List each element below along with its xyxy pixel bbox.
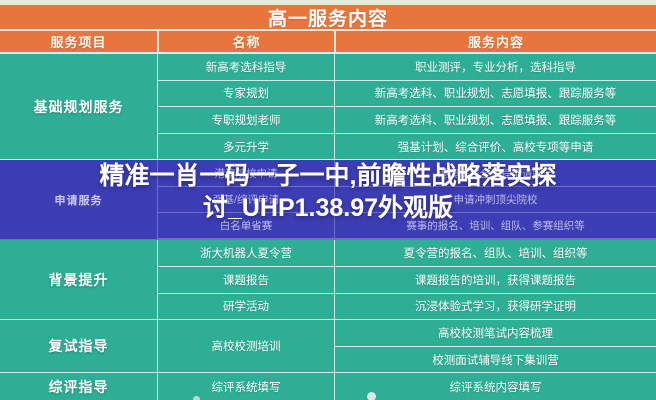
row-name-cell: 多元升学 <box>223 141 269 154</box>
table-row: 多元升学 强基计划、综合评价、高校专项等申请 <box>158 133 656 160</box>
row-description-cell: 校测面试辅导线下集训营 <box>432 354 559 367</box>
row-name-cell: 港澳院校申请 <box>214 167 278 180</box>
group-category-cell: 申请服务 <box>0 160 157 239</box>
table-row: 港澳院校申请 港澳院校全流程申请服务 <box>158 160 656 187</box>
row-description-cell: 沉浸体验式学习，获得研学证明 <box>334 293 656 320</box>
table-row: 浙大机器人夏令营 夏令营的报名、组队、培训、组织等 <box>158 240 656 267</box>
row-name-cell: 新高考选科指导 <box>205 61 287 74</box>
row-description-cell: 新高考选科、职业规划、志愿填报、跟踪服务等 <box>334 80 656 107</box>
table-group: 基础规划服务 新高考选科指导 职业测评，专业分析，选科指导 专家规划 新高考选科、职业规… <box>0 54 656 161</box>
decorative-speck <box>367 392 376 400</box>
group-category-cell: 复试指导 <box>0 320 157 372</box>
column-header-name: 名称 <box>157 31 334 52</box>
row-description-cell: 赛事的报名、培训、组队、参赛组织等 <box>334 213 656 239</box>
column-header-service-item: 服务项目 <box>50 35 107 50</box>
row-name-cell: 浙大机器人夏令营 <box>200 248 292 261</box>
row-name-cell: 高校校测培训 <box>211 341 281 354</box>
table-group: 复试指导 高校校测培训 高校校测笔试内容梳理校测面试辅导线下集训营 <box>0 320 656 374</box>
row-name-cell: 课题报告 <box>223 274 269 287</box>
row-description-cell: 新高考选科、职业规划、志愿填报、跟踪服务等 <box>334 107 656 133</box>
group-category-label: 复试指导 <box>48 338 109 355</box>
table-row: 白名单省赛 赛事的报名、培训、组队、参赛组织等 <box>158 213 656 240</box>
group-category-label: 申请服务 <box>54 194 103 207</box>
group-rows: 浙大机器人夏令营 夏令营的报名、组队、培训、组织等课题报告 课题报告的培训，获得课题… <box>157 240 656 320</box>
row-name-cell: 专职规划老师 <box>211 115 281 128</box>
column-header-service-content: 服务内容 <box>334 31 656 52</box>
row-description-cell: 课题报告的培训，获得课题报告 <box>334 266 656 293</box>
group-category-cell: 基础规划服务 <box>0 54 157 159</box>
group-rows: 新高考选科指导 职业测评，专业分析，选科指导 专家规划 新高考选科、职业规划、志愿填报… <box>157 54 656 160</box>
poster-title-bar: 高一服务内容 <box>0 5 656 30</box>
row-description-cell: 申请冲刺顶尖院校 <box>334 186 656 213</box>
row-description-cell: 职业测评，专业分析，选科指导 <box>334 54 656 80</box>
row-description-cell: 强基计划、综合评价、高校专项等申请 <box>334 133 656 160</box>
table-body: 基础规划服务 新高考选科指导 职业测评，专业分析，选科指导 专家规划 新高考选科、职业规… <box>0 54 656 400</box>
row-description-cell: 夏令营的报名、组队、培训、组织等 <box>334 240 656 266</box>
group-category-label: 综评指导 <box>48 378 109 395</box>
row-description-cell: 高校校测笔试内容梳理 <box>335 320 656 347</box>
group-rows: 港澳院校申请 港澳院校全流程申请服务强基/综评申请 申请冲刺顶尖院校白名单省赛 赛事的… <box>157 160 656 240</box>
row-subrows: 高校校测笔试内容梳理校测面试辅导线下集训营 <box>334 320 656 373</box>
row-name-cell: 专家规划 <box>223 88 269 101</box>
title-underline-divider <box>0 29 656 31</box>
row-name-cell: 综评系统填写 <box>211 381 281 394</box>
table-row: 综评系统填写 综评系统内容填写 <box>158 373 656 400</box>
table-row: 专职规划老师 新高考选科、职业规划、志愿填报、跟踪服务等 <box>158 107 656 134</box>
group-category-cell: 背景提升 <box>0 240 157 319</box>
table-row: 新高考选科指导 职业测评，专业分析，选科指导 <box>158 54 656 81</box>
table-group: 背景提升 浙大机器人夏令营 夏令营的报名、组队、培训、组织等课题报告 课题报告的培训，… <box>0 240 656 321</box>
row-description-cell: 港澳院校全流程申请服务 <box>334 160 656 186</box>
page-title: 高一服务内容 <box>267 8 388 30</box>
group-rows: 高校校测培训 高校校测笔试内容梳理校测面试辅导线下集训营 <box>157 320 656 373</box>
table-group: 申请服务 港澳院校申请 港澳院校全流程申请服务 强基/综评申请 申请冲刺顶尖院校 白名单省… <box>0 160 656 241</box>
group-rows: 综评系统填写 综评系统内容填写 <box>157 373 656 400</box>
table-row: 强基/综评申请 申请冲刺顶尖院校 <box>158 186 656 214</box>
group-category-label: 背景提升 <box>48 271 109 288</box>
table-column-header: 服务项目 名称 服务内容 <box>0 31 656 52</box>
table-row: 课题报告 课题报告的培训，获得课题报告 <box>158 266 656 294</box>
table-row: 高校校测培训 高校校测笔试内容梳理校测面试辅导线下集训营 <box>158 320 656 373</box>
row-name-cell: 白名单省赛 <box>219 220 273 233</box>
table-group: 综评指导 综评系统填写 综评系统内容填写 <box>0 373 656 400</box>
table-row: 研学活动 沉浸体验式学习，获得研学证明 <box>158 293 656 320</box>
group-category-label: 基础规划服务 <box>33 98 124 115</box>
group-category-cell: 综评指导 <box>0 373 157 400</box>
decorative-speck-secondary <box>193 396 200 400</box>
row-name-cell: 研学活动 <box>223 301 269 314</box>
header-rule-divider <box>0 52 656 54</box>
table-row: 专家规划 新高考选科、职业规划、志愿填报、跟踪服务等 <box>158 80 656 108</box>
top-strip <box>0 0 656 5</box>
row-description-cell: 综评系统内容填写 <box>334 373 656 400</box>
row-name-cell: 强基/综评申请 <box>213 193 279 206</box>
